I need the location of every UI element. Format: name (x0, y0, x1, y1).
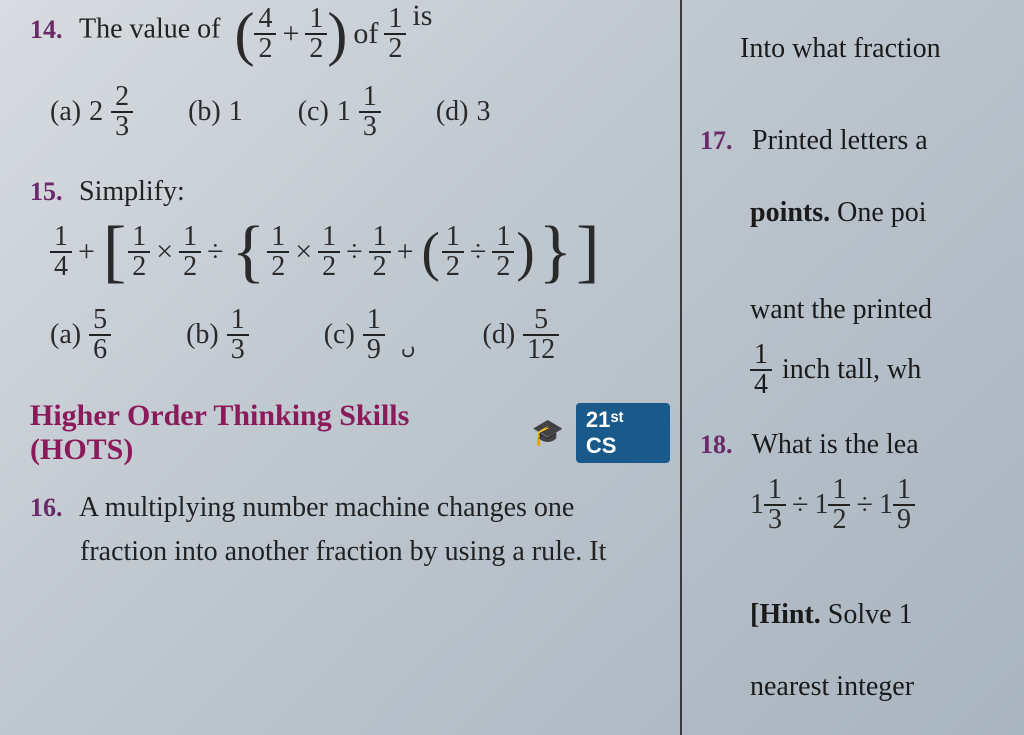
q14-opt-a: (a) 2 23 (50, 83, 133, 141)
want-text: want the printed (750, 289, 1024, 331)
q16-number: 16. (30, 493, 75, 523)
q18-number: 18. (700, 425, 745, 464)
hots-title: Higher Order Thinking Skills (HOTS) (30, 399, 520, 467)
hots-badge: 21ˢᵗ CS (576, 403, 670, 463)
q14: 14. The value of ( 42 + 12 ) of 12 is (30, 5, 670, 63)
q18-expression: 1 13 ÷ 1 12 ÷ 1 19 (750, 476, 1024, 534)
q15-expression: 14 + [ 12 × 12 ÷ { 12 × 12 ÷ 12 + ( 12 ÷… (50, 223, 670, 281)
q15-opt-c: (c) 19 ں (324, 306, 408, 364)
q15-opt-a: (a) 56 (50, 306, 111, 364)
q14-opt-d: (d) 3 (436, 96, 491, 128)
left-column: 14. The value of ( 42 + 12 ) of 12 is (a… (30, 0, 670, 568)
q15-options: (a) 56 (b) 13 (c) 19 ں (d) 512 (50, 306, 670, 364)
q16: 16. A multiplying number machine changes… (30, 492, 670, 524)
q16-cont: fraction into another fraction by using … (80, 536, 670, 568)
q15-opt-b: (b) 13 (186, 306, 249, 364)
points-text: points. One poi (750, 192, 1024, 234)
q15-stem: Simplify: (79, 176, 185, 207)
q18-stem: What is the lea (752, 429, 919, 460)
q14-number: 14. (30, 15, 75, 45)
q16-line2: fraction into another fraction by using … (80, 536, 606, 567)
q14-options: (a) 2 23 (b) 1 (c) 1 13 (d) 3 (50, 83, 670, 141)
q17-stem: Printed letters a (752, 125, 928, 156)
column-divider (680, 0, 682, 735)
into-fraction-text: Into what fraction (740, 28, 1024, 70)
q15-opt-d: (d) 512 (483, 306, 560, 364)
q18: 18. What is the lea (700, 424, 1024, 466)
q15-number: 15. (30, 177, 75, 207)
q14-expression: ( 42 + 12 ) of 12 is (235, 5, 439, 63)
hots-heading: Higher Order Thinking Skills (HOTS) 🎓 21… (30, 399, 670, 467)
q15: 15. Simplify: (30, 176, 670, 208)
nearest-text: nearest integer (750, 666, 1024, 708)
hint-text: [Hint. Solve 1 (750, 594, 1024, 636)
q17: 17. Printed letters a (700, 120, 1024, 162)
inch-text: 14 inch tall, wh (750, 341, 1024, 399)
q14-opt-c: (c) 1 13 (298, 83, 381, 141)
q14-stem: The value of (79, 14, 221, 45)
textbook-page: 14. The value of ( 42 + 12 ) of 12 is (a… (0, 0, 1024, 735)
q16-line1: A multiplying number machine changes one (79, 492, 574, 523)
q14-opt-b: (b) 1 (188, 96, 243, 128)
right-column: Into what fraction 17. Printed letters a… (700, 0, 1024, 708)
q17-number: 17. (700, 121, 745, 160)
